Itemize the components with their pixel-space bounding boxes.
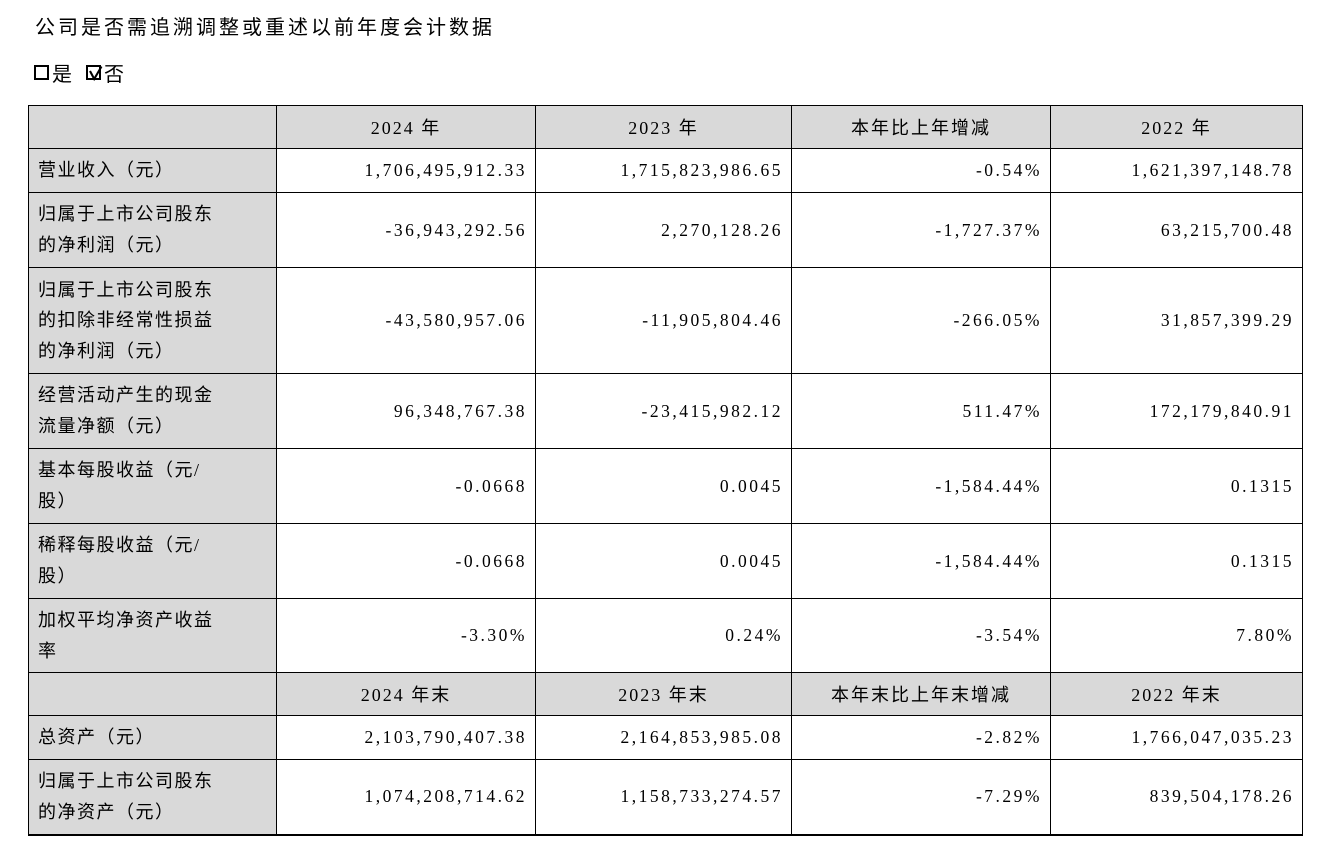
checkbox-row: 是 否 bbox=[34, 58, 1318, 87]
option-no[interactable]: 否 bbox=[86, 58, 126, 87]
financial-summary-table: 2024 年 2023 年 本年比上年增减 2022 年 营业收入（元） 1,7… bbox=[28, 105, 1303, 836]
header-2022-end: 2022 年末 bbox=[1050, 672, 1303, 717]
cell-value: 1,715,823,986.65 bbox=[535, 148, 792, 193]
header-2024-end: 2024 年末 bbox=[276, 672, 536, 717]
cell-value: -2.82% bbox=[791, 715, 1051, 761]
table-row-operating-cash-flow: 经营活动产生的现金 流量净额（元） 96,348,767.38 -23,415,… bbox=[28, 373, 1303, 449]
cell-value: -0.0668 bbox=[276, 448, 536, 524]
header-2024: 2024 年 bbox=[276, 105, 536, 149]
cell-value: 0.24% bbox=[535, 597, 792, 674]
row-label: 归属于上市公司股东 的扣除非经常性损益 的净利润（元） bbox=[28, 267, 277, 374]
header-2022: 2022 年 bbox=[1050, 105, 1303, 149]
cell-value: -3.54% bbox=[791, 597, 1051, 674]
option-yes[interactable]: 是 bbox=[34, 58, 74, 87]
table-row-net-profit: 归属于上市公司股东 的净利润（元） -36,943,292.56 2,270,1… bbox=[28, 192, 1303, 268]
cell-value: 2,270,128.26 bbox=[535, 192, 792, 268]
header-eoy-change: 本年末比上年末增减 bbox=[791, 672, 1051, 717]
cell-value: 0.0045 bbox=[535, 448, 792, 524]
check-icon bbox=[89, 65, 103, 82]
table-row-weighted-avg-roe: 加权平均净资产收益 率 -3.30% 0.24% -3.54% 7.80% bbox=[28, 597, 1303, 674]
table-header-year-end: 2024 年末 2023 年末 本年末比上年末增减 2022 年末 bbox=[28, 672, 1303, 717]
checkbox-no-icon[interactable] bbox=[86, 65, 103, 82]
cell-value: -23,415,982.12 bbox=[535, 373, 792, 449]
table-row-net-assets: 归属于上市公司股东 的净资产（元） 1,074,208,714.62 1,158… bbox=[28, 759, 1303, 836]
table-header-annual: 2024 年 2023 年 本年比上年增减 2022 年 bbox=[28, 105, 1303, 149]
cell-value: -3.30% bbox=[276, 597, 536, 674]
cell-value: -11,905,804.46 bbox=[535, 267, 792, 374]
row-label: 稀释每股收益（元/ 股） bbox=[28, 523, 277, 599]
cell-value: 1,706,495,912.33 bbox=[276, 148, 536, 193]
cell-value: -0.54% bbox=[791, 148, 1051, 193]
cell-value: 1,621,397,148.78 bbox=[1050, 148, 1303, 193]
table-row-total-assets: 总资产（元） 2,103,790,407.38 2,164,853,985.08… bbox=[28, 715, 1303, 761]
row-label: 总资产（元） bbox=[28, 715, 277, 761]
cell-value: -43,580,957.06 bbox=[276, 267, 536, 374]
cell-value: 31,857,399.29 bbox=[1050, 267, 1303, 374]
header-blank-cell bbox=[28, 105, 277, 149]
cell-value: -1,584.44% bbox=[791, 523, 1051, 599]
header-2023-end: 2023 年末 bbox=[535, 672, 792, 717]
table-row-basic-eps: 基本每股收益（元/ 股） -0.0668 0.0045 -1,584.44% 0… bbox=[28, 448, 1303, 524]
row-label: 归属于上市公司股东 的净资产（元） bbox=[28, 759, 277, 836]
table-row-diluted-eps: 稀释每股收益（元/ 股） -0.0668 0.0045 -1,584.44% 0… bbox=[28, 523, 1303, 599]
cell-value: 96,348,767.38 bbox=[276, 373, 536, 449]
cell-value: -266.05% bbox=[791, 267, 1051, 374]
cell-value: 7.80% bbox=[1050, 597, 1303, 674]
cell-value: 172,179,840.91 bbox=[1050, 373, 1303, 449]
cell-value: 0.0045 bbox=[535, 523, 792, 599]
cell-value: 0.1315 bbox=[1050, 523, 1303, 599]
header-yoy-change: 本年比上年增减 bbox=[791, 105, 1051, 149]
header-blank-cell bbox=[28, 672, 277, 717]
cell-value: -0.0668 bbox=[276, 523, 536, 599]
cell-value: 1,074,208,714.62 bbox=[276, 759, 536, 836]
cell-value: -36,943,292.56 bbox=[276, 192, 536, 268]
cell-value: -1,727.37% bbox=[791, 192, 1051, 268]
cell-value: 839,504,178.26 bbox=[1050, 759, 1303, 836]
option-no-label: 否 bbox=[104, 64, 126, 86]
cell-value: 511.47% bbox=[791, 373, 1051, 449]
cell-value: 2,103,790,407.38 bbox=[276, 715, 536, 761]
row-label: 归属于上市公司股东 的净利润（元） bbox=[28, 192, 277, 268]
option-yes-label: 是 bbox=[52, 64, 74, 86]
checkbox-yes-icon[interactable] bbox=[34, 65, 49, 80]
section-question: 公司是否需追溯调整或重述以前年度会计数据 bbox=[35, 17, 495, 39]
row-label: 经营活动产生的现金 流量净额（元） bbox=[28, 373, 277, 449]
cell-value: 1,766,047,035.23 bbox=[1050, 715, 1303, 761]
row-label: 加权平均净资产收益 率 bbox=[28, 597, 277, 674]
row-label: 营业收入（元） bbox=[28, 148, 277, 193]
cell-value: 1,158,733,274.57 bbox=[535, 759, 792, 836]
table-row-revenue: 营业收入（元） 1,706,495,912.33 1,715,823,986.6… bbox=[28, 148, 1303, 193]
row-label: 基本每股收益（元/ 股） bbox=[28, 448, 277, 524]
header-2023: 2023 年 bbox=[535, 105, 792, 149]
cell-value: 0.1315 bbox=[1050, 448, 1303, 524]
cell-value: -7.29% bbox=[791, 759, 1051, 836]
table-row-net-profit-excl-nonrecurring: 归属于上市公司股东 的扣除非经常性损益 的净利润（元） -43,580,957.… bbox=[28, 267, 1303, 374]
cell-value: -1,584.44% bbox=[791, 448, 1051, 524]
cell-value: 2,164,853,985.08 bbox=[535, 715, 792, 761]
cell-value: 63,215,700.48 bbox=[1050, 192, 1303, 268]
